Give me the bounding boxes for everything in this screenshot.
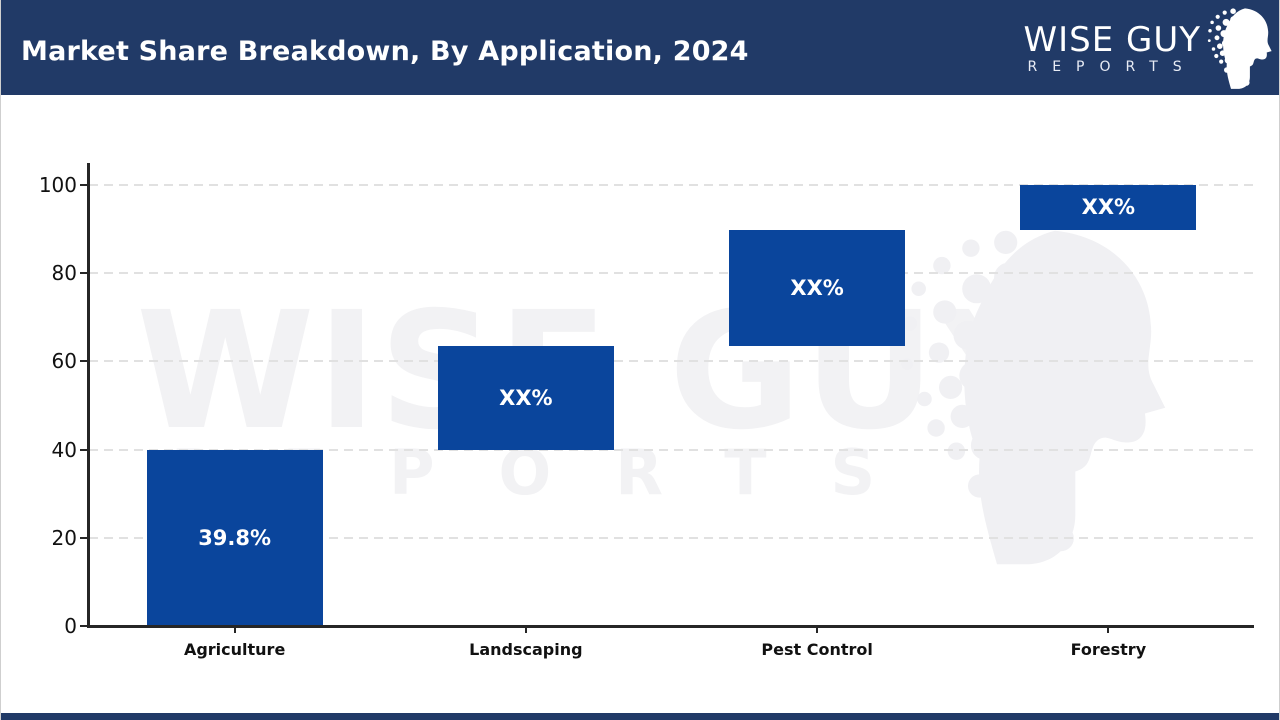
bar-value-label: XX% (499, 386, 553, 411)
chart-title: Market Share Breakdown, By Application, … (21, 36, 749, 67)
y-axis-line (87, 163, 90, 628)
y-tick-label: 80 (51, 261, 77, 286)
y-tick-80 (80, 272, 89, 275)
y-tick-100 (80, 184, 89, 186)
y-tick-40 (80, 448, 89, 451)
x-tick-3 (1107, 626, 1110, 633)
gridline-60 (89, 360, 1254, 363)
logo-dotface-icon (1203, 7, 1273, 91)
x-category-label: Pest Control (761, 640, 873, 659)
logo-text: WISE GUY REPORTS (1023, 22, 1201, 76)
header-bar: Market Share Breakdown, By Application, … (1, 0, 1279, 95)
logo-reports-text: REPORTS (1027, 59, 1197, 75)
gridline-100 (89, 184, 1254, 186)
bar-value-label: 39.8% (198, 526, 272, 551)
bar-value-label: XX% (790, 275, 844, 300)
x-tick-1 (524, 626, 527, 633)
bar-forestry: XX% (1020, 185, 1197, 230)
y-tick-label: 100 (38, 173, 77, 197)
x-category-label: Forestry (1070, 640, 1147, 659)
y-tick-label: 20 (51, 525, 77, 550)
bar-agriculture: 39.8% (146, 450, 323, 626)
footer-accent-bar (1, 713, 1279, 720)
watermark-dotface-logo (881, 225, 1171, 573)
x-category-label: Agriculture (183, 640, 286, 659)
gridline-40 (89, 448, 1254, 451)
bar-value-label: XX% (1081, 195, 1136, 220)
y-tick-label: 60 (51, 349, 77, 374)
x-category-label: Landscaping (469, 640, 583, 659)
y-tick-label: 0 (64, 614, 77, 638)
gridline-20 (89, 536, 1254, 539)
y-tick-20 (80, 536, 89, 539)
bar-landscaping: XX% (437, 346, 614, 451)
logo-wiseguy-text: WISE GUY (1023, 20, 1201, 60)
wise-guy-reports-logo: WISE GUY REPORTS (1023, 6, 1273, 92)
x-axis-line (87, 625, 1254, 628)
y-tick-0 (80, 625, 89, 627)
x-tick-0 (233, 626, 236, 633)
y-tick-60 (80, 360, 89, 363)
gridline-80 (89, 272, 1254, 275)
y-tick-label: 40 (51, 437, 77, 462)
x-tick-2 (816, 626, 819, 633)
bar-pest-control: XX% (729, 229, 906, 347)
